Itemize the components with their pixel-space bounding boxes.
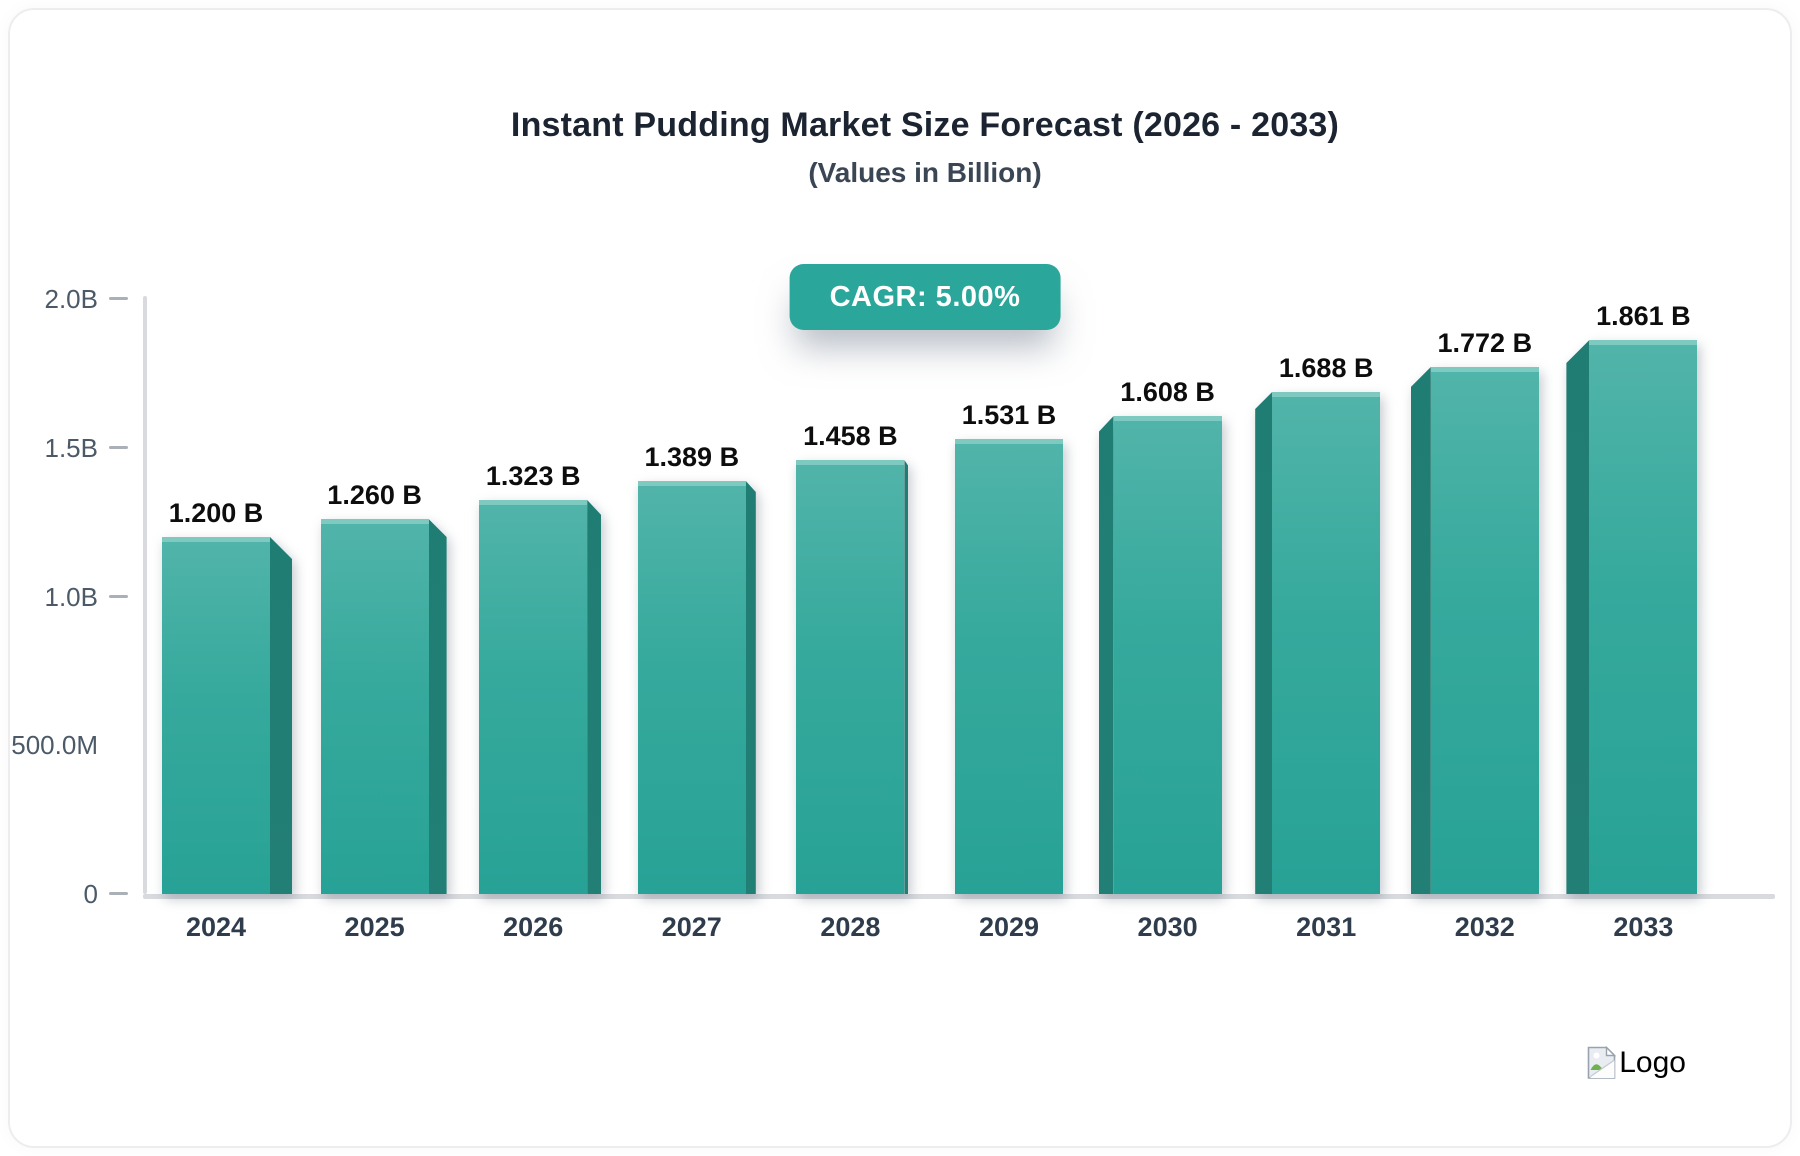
bar-value-label: 1.389 B [644,442,740,472]
bar-side-face [1098,416,1114,894]
x-axis-label: 2027 [661,912,722,942]
bar-top-edge [1430,367,1539,372]
logo-alt-text: Logo [1619,1046,1686,1079]
bar-top-edge [479,500,588,505]
bar-top-edge [796,460,905,465]
y-axis-tick [109,445,128,449]
cagr-badge: CAGR: 5.00% [789,264,1061,330]
x-axis-label: 2025 [344,912,405,942]
x-axis-label: 2026 [503,912,564,942]
logo: Logo [1586,1046,1686,1080]
bar-side-face [587,500,602,894]
bar-side-face [1566,340,1590,894]
bar-top-edge [955,439,1063,444]
bar-side-face [428,519,447,894]
bar-side-face [1255,392,1273,894]
y-axis-label: 1.5B [44,432,99,463]
x-axis-label: 2028 [820,912,881,942]
y-axis-tick [109,892,128,895]
bar-side-face [270,537,292,894]
bar-value-label: 1.608 B [1120,377,1215,407]
bar [1430,367,1539,894]
bar-chart-plot-area: 2.0B 1.5B 1.0B 500.0M 0 1.200 B 2024 1.260 B 202… [10,10,1790,1146]
y-axis-tick [109,297,128,300]
y-axis-label: 2.0B [44,284,99,314]
x-axis-label: 2029 [978,912,1040,942]
bar-value-label: 1.200 B [168,498,264,528]
bar-top-edge [1113,416,1222,421]
y-axis-label: 1.0B [44,581,99,612]
chart-card: Instant Pudding Market Size Forecast (20… [8,8,1792,1148]
x-axis-label: 2030 [1137,912,1198,942]
bar-value-label: 1.531 B [961,400,1057,430]
bar-value-label: 1.323 B [485,461,581,491]
y-axis-line [143,296,147,894]
bar-top-edge [320,519,429,524]
bar-side-face [745,481,756,894]
y-axis-tick [109,594,128,598]
bar-side-face [904,460,909,894]
bar [796,460,905,894]
bar [1272,392,1381,894]
bar-side-face [1410,367,1431,894]
x-axis-line [143,894,1775,899]
chart-title: Instant Pudding Market Size Forecast (20… [510,106,1340,144]
bar-value-label: 1.772 B [1437,328,1533,358]
bar-value-label: 1.458 B [803,421,898,451]
broken-image-icon [1587,1046,1617,1079]
bar [1589,340,1698,894]
bar-value-label: 1.688 B [1278,353,1374,383]
bar-value-label: 1.260 B [327,480,422,510]
x-axis-label: 2032 [1454,912,1515,942]
bar [1113,416,1222,894]
bar [955,439,1063,894]
x-axis-label: 2033 [1613,912,1674,942]
x-axis-label: 2031 [1296,912,1357,942]
x-axis-label: 2024 [185,912,247,942]
bar-top-edge [162,537,270,542]
bar-top-edge [1272,392,1381,397]
bar [320,519,429,894]
y-axis-label: 500.0M [11,730,98,761]
bar [479,500,588,894]
y-axis-label: 0 [83,879,98,909]
bar [162,537,270,894]
bar-top-edge [1589,340,1698,345]
bar [637,481,746,894]
bar-value-label: 1.861 B [1596,301,1691,331]
chart-subtitle: (Values in Billion) [808,157,1042,188]
bar-top-edge [637,481,746,486]
